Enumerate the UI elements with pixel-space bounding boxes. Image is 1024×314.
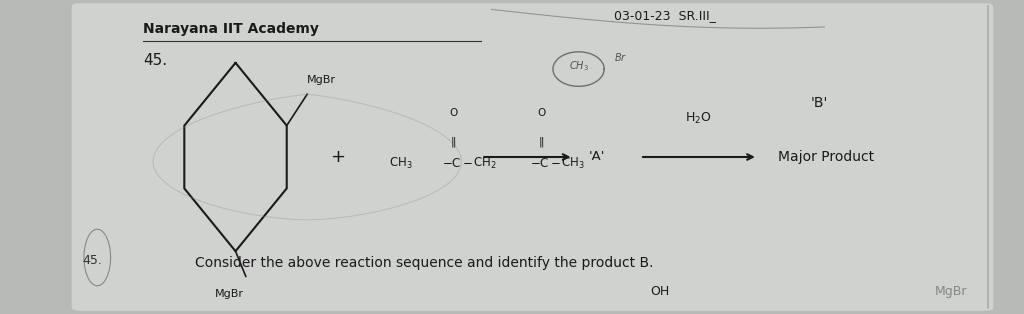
FancyBboxPatch shape	[72, 3, 993, 311]
Text: $\mathsf{-C-}$: $\mathsf{-C-}$	[442, 157, 473, 170]
Text: 'B': 'B'	[811, 96, 827, 110]
Text: $\mathit{CH_3}$: $\mathit{CH_3}$	[568, 59, 589, 73]
Text: 03-01-23  SR.III_: 03-01-23 SR.III_	[614, 9, 716, 22]
Text: OH: OH	[650, 285, 670, 298]
Text: $\mathsf{CH_3}$: $\mathsf{CH_3}$	[389, 156, 413, 171]
Text: +: +	[331, 148, 345, 166]
Text: $\mathsf{-C-}$: $\mathsf{-C-}$	[530, 157, 561, 170]
Text: Narayana IIT Academy: Narayana IIT Academy	[143, 22, 319, 36]
Text: ‖: ‖	[539, 136, 545, 147]
Text: 'A': 'A'	[589, 150, 605, 164]
Text: $\mathit{Br}$: $\mathit{Br}$	[614, 51, 628, 62]
Text: $\mathsf{CH_3}$: $\mathsf{CH_3}$	[561, 156, 585, 171]
Text: 45.: 45.	[143, 53, 168, 68]
Text: $\mathsf{H_2O}$: $\mathsf{H_2O}$	[685, 111, 712, 126]
Text: $\mathsf{CH_2}$: $\mathsf{CH_2}$	[473, 156, 497, 171]
Text: O: O	[450, 108, 458, 118]
Text: Consider the above reaction sequence and identify the product B.: Consider the above reaction sequence and…	[195, 256, 653, 270]
Text: Major Product: Major Product	[778, 150, 874, 164]
Text: ‖: ‖	[451, 136, 457, 147]
Text: O: O	[538, 108, 546, 118]
Text: MgBr: MgBr	[215, 289, 244, 299]
Text: MgBr: MgBr	[935, 285, 968, 298]
Text: 45.: 45.	[82, 254, 101, 267]
Text: MgBr: MgBr	[307, 75, 336, 85]
